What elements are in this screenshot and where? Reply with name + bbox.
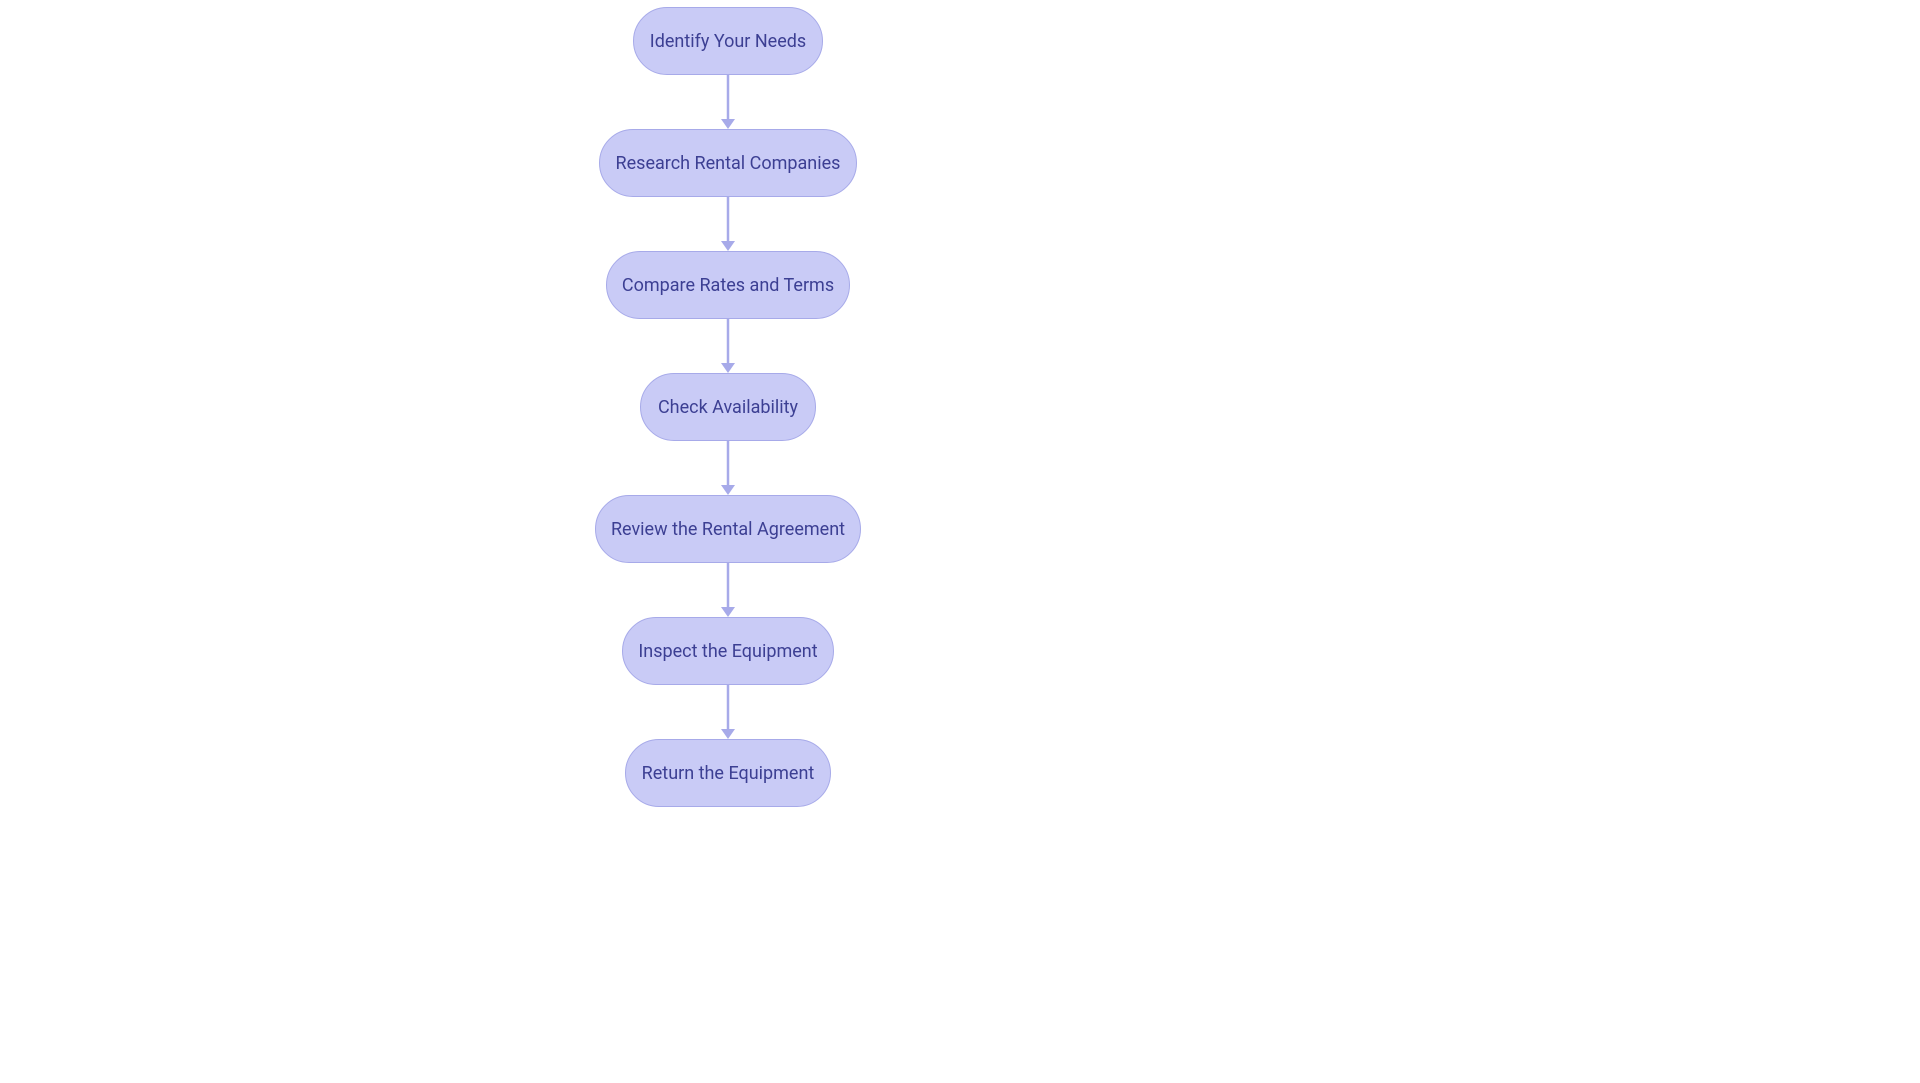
flow-node-label: Check Availability <box>658 397 798 418</box>
flow-node-label: Review the Rental Agreement <box>611 519 845 540</box>
flow-node-return-the-equipment: Return the Equipment <box>625 739 831 807</box>
flow-edge <box>716 563 740 617</box>
flow-edge <box>716 319 740 373</box>
flow-node-label: Compare Rates and Terms <box>622 275 834 296</box>
flow-node-research-rental-companies: Research Rental Companies <box>599 129 857 197</box>
flow-node-check-availability: Check Availability <box>640 373 816 441</box>
flow-node-review-rental-agreement: Review the Rental Agreement <box>595 495 861 563</box>
flow-node-label: Inspect the Equipment <box>638 641 817 662</box>
flow-edge <box>716 441 740 495</box>
flow-node-label: Research Rental Companies <box>616 153 841 174</box>
flow-node-identify-your-needs: Identify Your Needs <box>633 7 823 75</box>
flow-node-label: Identify Your Needs <box>650 31 806 52</box>
flowchart-canvas: Identify Your Needs Research Rental Comp… <box>0 0 1920 1083</box>
flow-node-compare-rates-and-terms: Compare Rates and Terms <box>606 251 850 319</box>
flow-edge <box>716 197 740 251</box>
flow-node-label: Return the Equipment <box>642 763 815 784</box>
flow-edge <box>716 75 740 129</box>
flow-edge <box>716 685 740 739</box>
flow-node-inspect-the-equipment: Inspect the Equipment <box>622 617 834 685</box>
